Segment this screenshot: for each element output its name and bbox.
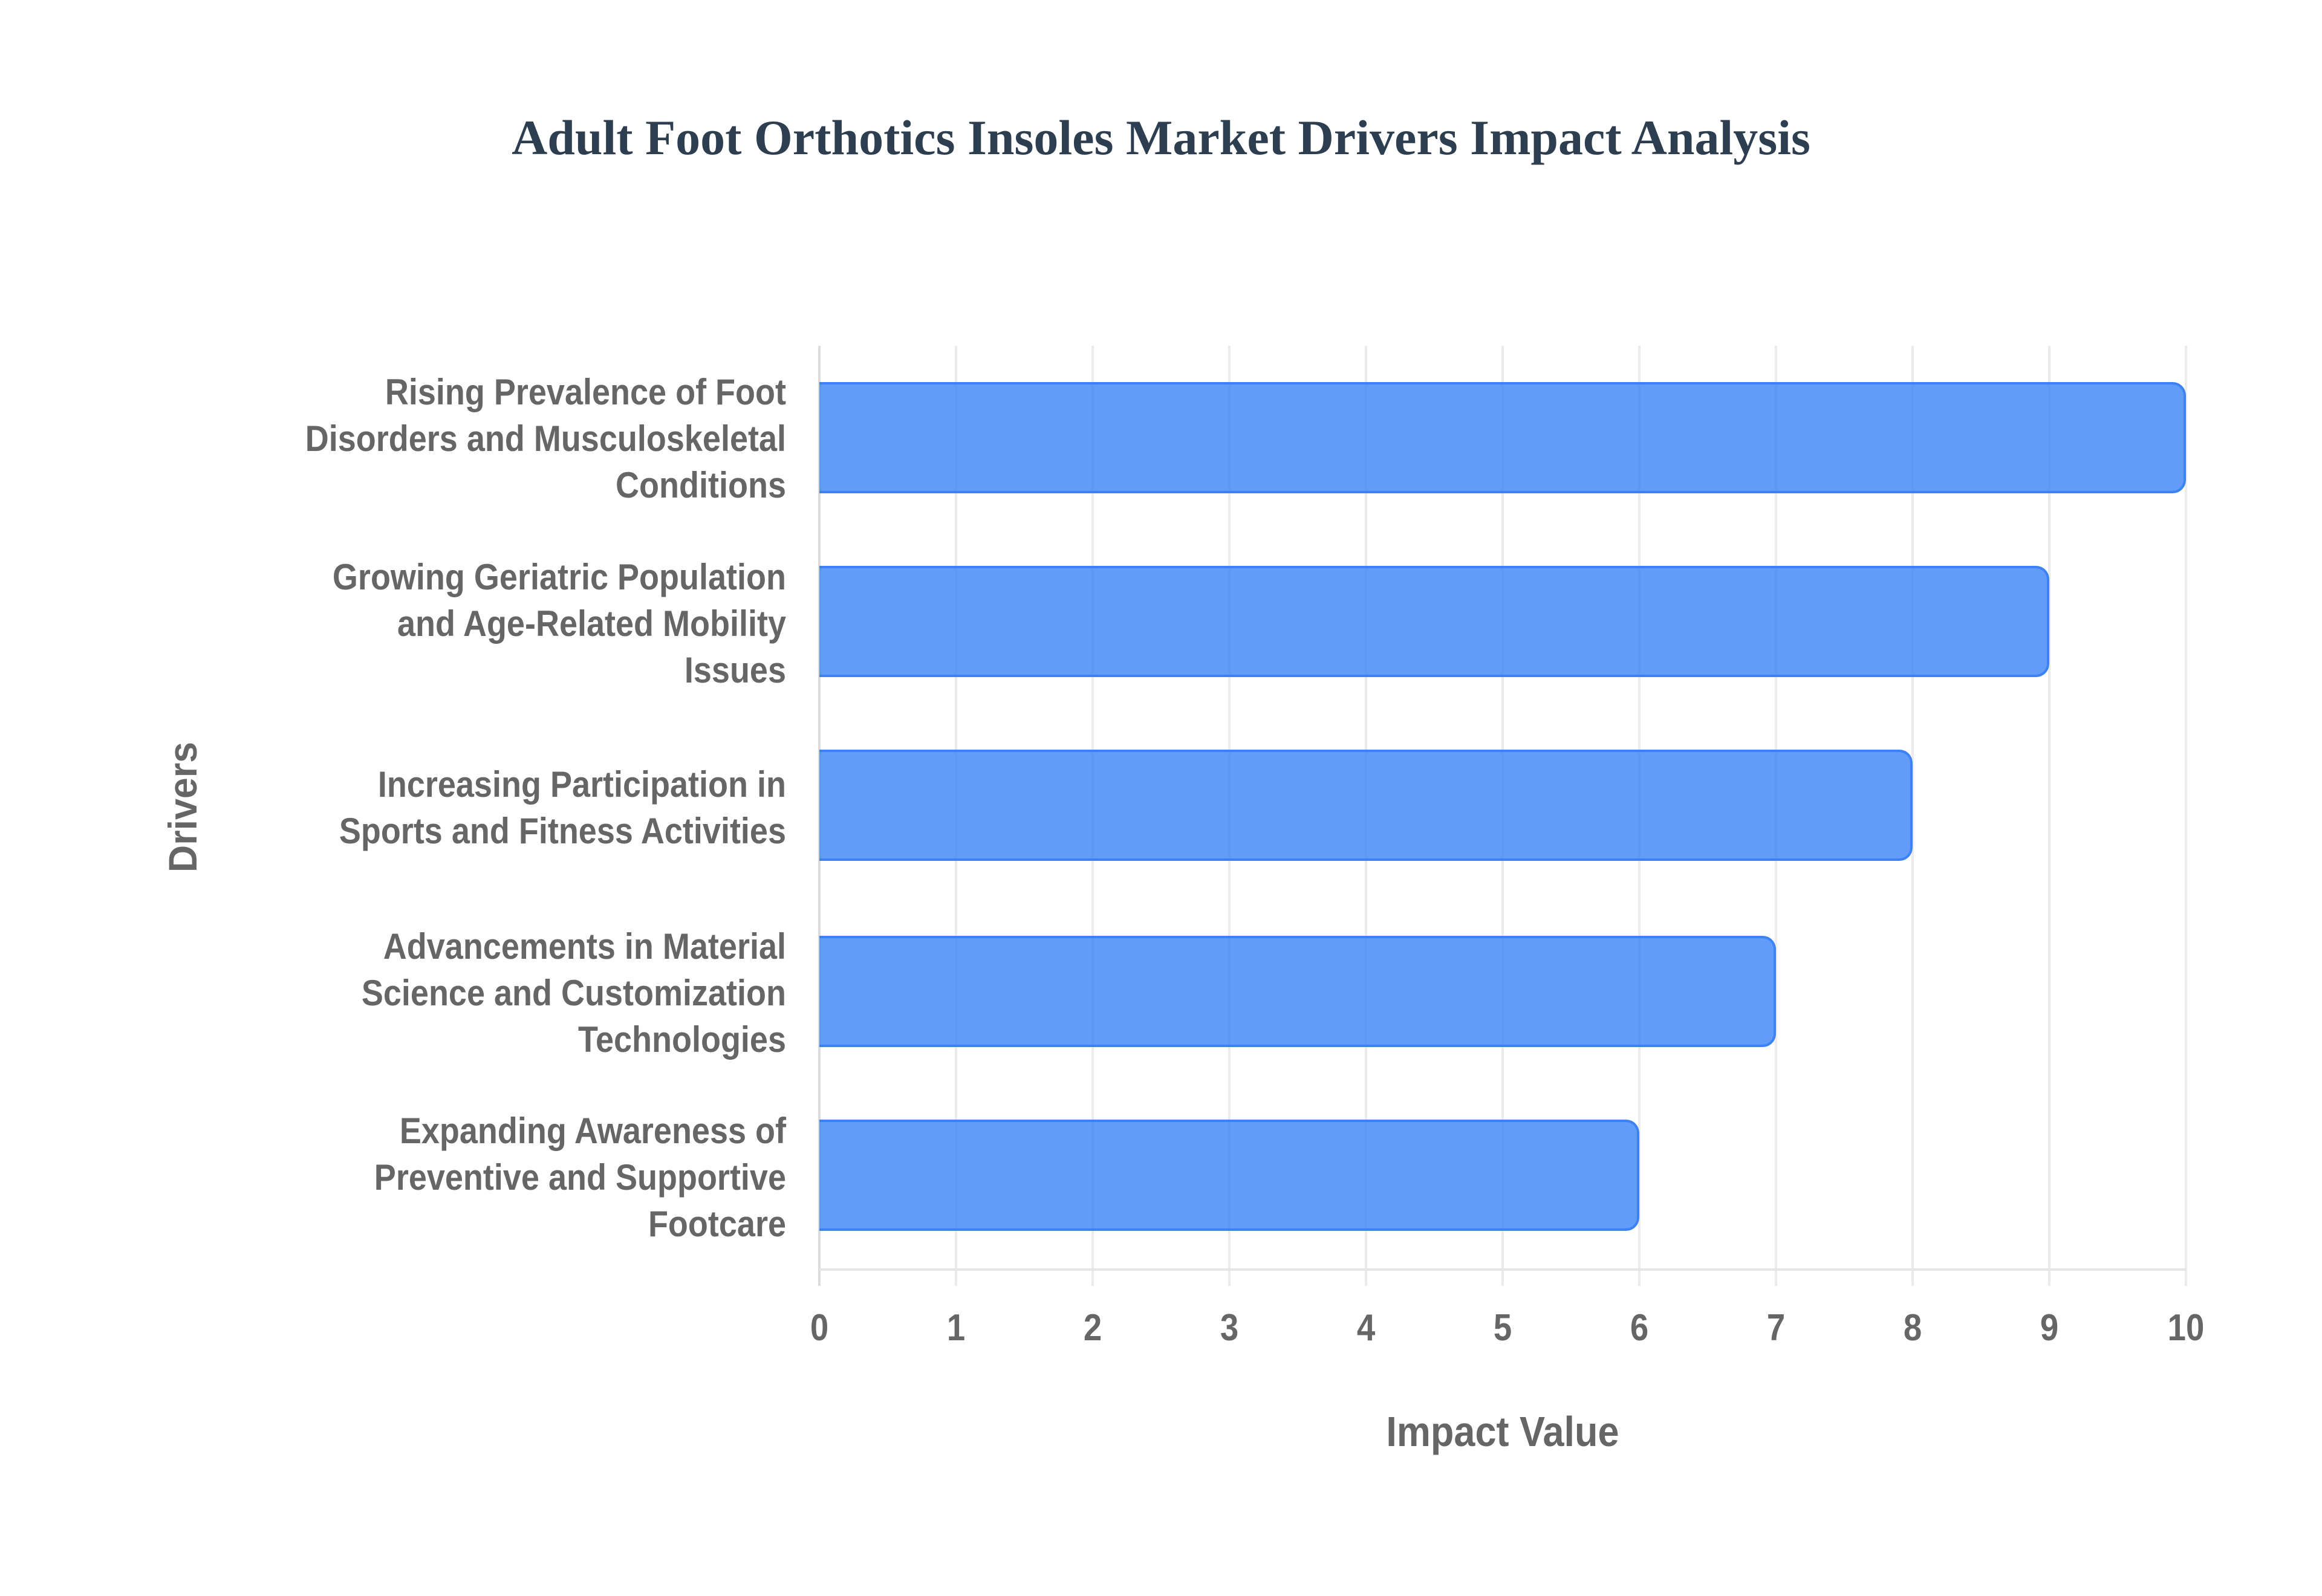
y-label-line: Preventive and Supportive — [374, 1156, 786, 1198]
x-tick-label: 0 — [810, 1307, 829, 1349]
y-label-line: Footcare — [648, 1203, 786, 1244]
y-label-line: Technologies — [577, 1019, 786, 1060]
gridline-9 — [2048, 346, 2050, 1286]
y-label-line: Growing Geriatric Population — [332, 556, 786, 597]
y-label-preventive-awareness: Expanding Awareness of Preventive and Su… — [121, 1085, 786, 1270]
y-label-geriatric-population: Growing Geriatric Population and Age-Rel… — [121, 531, 786, 716]
bar-rising-prevalence[interactable] — [819, 382, 2186, 493]
x-tick-label: 7 — [1766, 1307, 1786, 1349]
bar-preventive-awareness[interactable] — [819, 1120, 1639, 1231]
y-label-line: Conditions — [616, 464, 786, 505]
y-label-line: and Age-Related Mobility — [397, 603, 786, 644]
y-label-line: Increasing Participation in — [377, 764, 786, 805]
plot-area — [818, 346, 2187, 1286]
x-tick-label: 3 — [1220, 1307, 1239, 1349]
x-tick-label: 9 — [2040, 1307, 2059, 1349]
x-tick-label: 6 — [1630, 1307, 1649, 1349]
y-label-line: Sports and Fitness Activities — [339, 811, 786, 851]
y-label-line: Expanding Awareness of — [399, 1110, 786, 1151]
y-label-material-science: Advancements in Material Science and Cus… — [121, 900, 786, 1085]
chart-title: Adult Foot Orthotics Insoles Market Driv… — [512, 110, 1810, 165]
x-tick-label: 8 — [1903, 1307, 1922, 1349]
y-label-line: Disorders and Musculoskeletal — [305, 418, 786, 459]
gridline-10 — [2185, 346, 2187, 1286]
y-label-rising-prevalence: Rising Prevalence of Foot Disorders and … — [121, 346, 786, 531]
y-label-line: Advancements in Material — [383, 926, 786, 967]
bar-material-science[interactable] — [819, 936, 1776, 1047]
x-tick-label: 5 — [1493, 1307, 1512, 1349]
gridline-8 — [1911, 346, 1914, 1286]
y-label-line: Rising Prevalence of Foot — [385, 371, 786, 412]
bar-geriatric-population[interactable] — [819, 566, 2049, 677]
y-label-line: Science and Customization — [361, 972, 786, 1013]
x-tick-label: 10 — [2167, 1307, 2205, 1349]
x-tick-label: 1 — [946, 1307, 966, 1349]
x-tick-label: 4 — [1356, 1307, 1376, 1349]
x-tick-label: 2 — [1083, 1307, 1102, 1349]
x-axis-title: Impact Value — [1386, 1408, 1619, 1455]
y-label-line: Issues — [684, 649, 786, 690]
bar-sports-participation[interactable] — [819, 750, 1913, 861]
y-label-sports-participation: Increasing Participation in Sports and F… — [121, 715, 786, 900]
x-axis-line — [819, 1268, 2186, 1271]
